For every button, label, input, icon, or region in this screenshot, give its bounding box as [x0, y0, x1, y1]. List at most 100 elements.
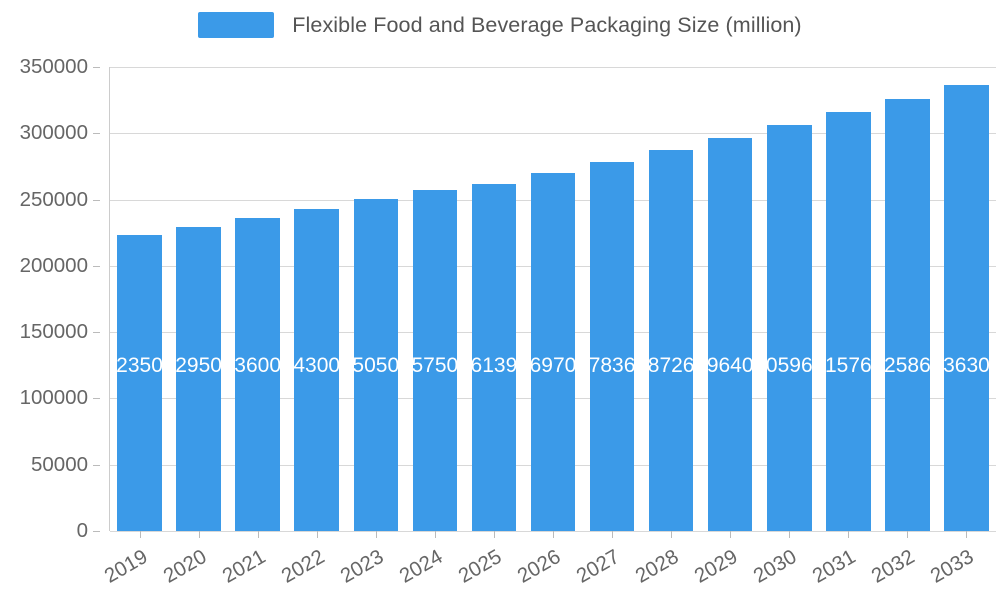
- y-axis-line: [109, 67, 110, 531]
- bar-value-label: 296400: [707, 354, 753, 377]
- x-axis-tick-label: 2033: [926, 545, 978, 588]
- bar-slot: 296400: [707, 67, 753, 531]
- bar-slot: 261390: [471, 67, 517, 531]
- bar-value-label: 236000: [235, 354, 280, 377]
- bar-value-label: 250500: [353, 354, 399, 377]
- x-axis-tick-label: 2031: [808, 545, 860, 588]
- x-axis-tick-label: 2022: [277, 545, 329, 588]
- x-axis-tick-mark: [553, 531, 554, 538]
- bar-slot: 223500: [117, 67, 162, 531]
- bar-slot: 250500: [353, 67, 399, 531]
- gridline: [110, 133, 996, 135]
- x-axis-tick-label: 2024: [395, 545, 447, 588]
- x-axis-tick-mark: [789, 531, 791, 538]
- x-axis-tick-mark: [316, 531, 318, 538]
- bar[interactable]: 315760: [826, 112, 871, 531]
- bar-slot: 315760: [826, 67, 871, 531]
- y-axis-tick-mark: [93, 398, 100, 400]
- bar-value-label: 261390: [471, 354, 517, 377]
- legend-label: Flexible Food and Beverage Packaging Siz…: [292, 12, 802, 37]
- y-axis-tick-label: 150000: [19, 320, 88, 344]
- y-axis-tick-mark: [93, 67, 100, 68]
- bar[interactable]: 261390: [471, 184, 517, 531]
- x-axis-tick-label: 2029: [690, 545, 742, 588]
- x-axis-tick-label: 2021: [218, 545, 270, 588]
- y-axis-tick-label: 100000: [19, 386, 88, 410]
- bar-value-label: 305960: [766, 354, 812, 377]
- bar-slot: 236000: [235, 67, 280, 531]
- bar[interactable]: 236000: [235, 218, 280, 531]
- bar-slot: 325860: [885, 67, 930, 531]
- bar-slot: 305960: [766, 67, 812, 531]
- x-axis-tick-mark: [730, 531, 732, 538]
- x-axis-tick-label: 2032: [867, 545, 919, 588]
- bar-slot: 243000: [294, 67, 340, 531]
- x-axis-tick-mark: [671, 531, 673, 538]
- y-axis-tick-label: 200000: [19, 253, 88, 277]
- y-axis-tick-mark: [93, 464, 100, 466]
- bar[interactable]: 296400: [707, 138, 753, 531]
- bar[interactable]: 250500: [353, 198, 399, 531]
- y-axis-tick-label: 350000: [19, 55, 88, 78]
- x-axis-tick-label: 2028: [631, 545, 683, 588]
- y-axis: 0 50000 100000 150000 200000 250000 300000 3500…: [0, 55, 100, 542]
- bar-slot: 257500: [412, 67, 458, 531]
- chart-legend: Flexible Food and Beverage Packaging Siz…: [0, 12, 1000, 38]
- x-axis-tick-mark: [612, 531, 614, 538]
- bar[interactable]: 223500: [117, 234, 162, 531]
- bar-slot: 287260: [648, 67, 694, 531]
- x-axis-tick-mark: [848, 531, 850, 538]
- x-axis-tick-mark: [434, 531, 436, 538]
- bar[interactable]: 243000: [294, 208, 340, 531]
- x-axis-tick-mark: [257, 531, 259, 538]
- bar-value-label: 229500: [176, 354, 221, 377]
- bar[interactable]: 269706: [530, 173, 576, 531]
- x-axis-tick-label: 2026: [513, 545, 565, 588]
- bar-value-label: 269706: [530, 354, 576, 377]
- y-axis-tick-mark: [93, 332, 100, 334]
- bar-value-label: 278360: [589, 354, 635, 377]
- bar-value-label: 315760: [826, 354, 871, 377]
- bar[interactable]: 278360: [589, 161, 635, 531]
- y-axis-tick-mark: [93, 265, 100, 267]
- bar-slot: 336300: [944, 67, 989, 531]
- bar-value-label: 243000: [294, 354, 340, 377]
- bar-value-label: 325860: [885, 354, 930, 377]
- bar[interactable]: 257500: [412, 189, 458, 531]
- x-axis: 2019 2020 2021 2022 2023 2024 2025 2026 2027 2028…: [100, 531, 996, 600]
- bar-value-label: 287260: [648, 354, 694, 377]
- x-axis-tick-mark: [198, 531, 200, 538]
- y-axis-tick-label: 0: [76, 519, 88, 542]
- x-axis-tick-mark: [493, 531, 495, 538]
- y-axis-tick-label: 300000: [19, 121, 88, 145]
- x-axis-tick-mark: [375, 531, 377, 538]
- bar[interactable]: 325860: [885, 99, 930, 531]
- bar-slot: 278360: [589, 67, 635, 531]
- bars-group: 223500 229500 236000 243000 250500 257500 2613…: [110, 67, 996, 531]
- bar-slot: 229500: [176, 67, 221, 531]
- bar-value-label: 336300: [944, 354, 989, 377]
- y-axis-tick-mark: [93, 531, 100, 532]
- bar[interactable]: 336300: [944, 85, 989, 531]
- y-axis-tick-mark: [93, 199, 100, 201]
- x-axis-tick-mark: [966, 531, 968, 538]
- x-axis-tick-mark: [907, 531, 909, 538]
- plot-area: 223500 229500 236000 243000 250500 257500 2613…: [109, 67, 996, 532]
- x-axis-tick-mark: [139, 531, 141, 538]
- x-axis-tick-label: 2025: [454, 545, 506, 588]
- y-axis-tick-label: 50000: [30, 452, 88, 476]
- gridline: [110, 67, 996, 68]
- bar-value-label: 223500: [117, 354, 162, 377]
- bar[interactable]: 305960: [766, 125, 812, 531]
- bar[interactable]: 287260: [648, 150, 694, 531]
- y-axis-tick-label: 250000: [19, 187, 88, 211]
- x-axis-tick-label: 2030: [749, 545, 801, 588]
- bar-slot: 269706: [530, 67, 576, 531]
- x-axis-tick-label: 2023: [336, 545, 388, 588]
- x-axis-tick-label: 2027: [572, 545, 624, 588]
- x-axis-tick-label: 2020: [159, 545, 211, 588]
- bar[interactable]: 229500: [176, 226, 221, 531]
- bar-value-label: 257500: [412, 354, 458, 377]
- x-axis-tick-label: 2019: [100, 545, 152, 588]
